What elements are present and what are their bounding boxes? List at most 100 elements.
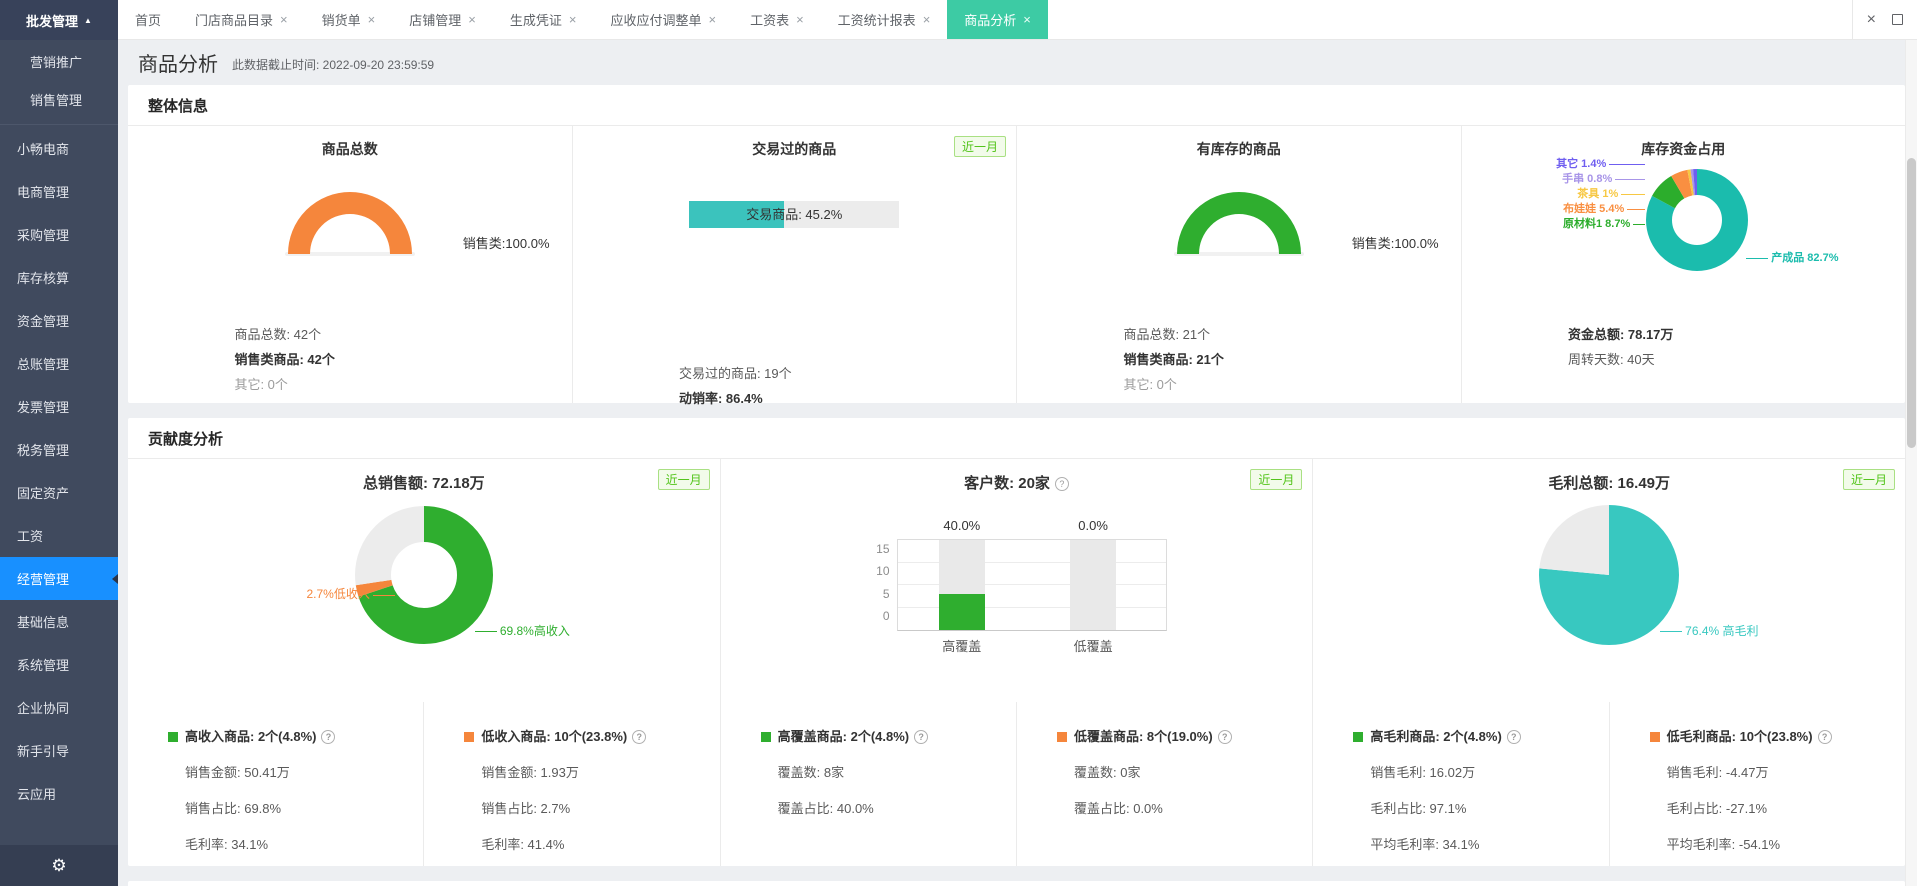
stat-column-低覆盖商品: 低覆盖商品: 8个(19.0%)? 覆盖数: 0家 覆盖占比: 0.0% [1015,702,1312,866]
help-icon[interactable]: ? [1817,730,1832,744]
tab-label: 生成凭证 [509,13,562,28]
bar-track [1070,540,1117,630]
sidebar-item-采购管理[interactable]: 采购管理 [17,228,70,243]
sidebar-item-电商管理[interactable]: 电商管理 [17,185,70,200]
section-title-liquidity: 流通性分析 [128,881,1905,886]
chart-label-callout: 产成品 82.7% [1743,249,1839,265]
help-icon[interactable]: ? [1054,477,1069,491]
stat-row: 商品总数: 21个 [1123,327,1211,342]
sidebar-item-系统管理[interactable]: 系统管理 [17,658,70,673]
sidebar-item-总账管理[interactable]: 总账管理 [17,357,70,372]
sidebar-item-资金管理[interactable]: 资金管理 [17,314,70,329]
tab-close-icon[interactable]: × [1023,12,1031,27]
tab-首页[interactable]: 首页 [118,0,178,39]
callout-text: 2.7%低收入 [306,587,370,602]
leader-line [474,631,497,633]
tab-close-icon[interactable]: × [922,12,931,27]
gauge-wrap [1017,162,1461,260]
tab-工资表[interactable]: 工资表 × [733,0,821,39]
gauge-series-label: 销售类:100.0% [1351,235,1439,251]
sidebar-item-库存核算[interactable]: 库存核算 [17,271,70,286]
legend-item: 高收入商品: 2个(4.8%)? [168,726,413,745]
tab-close-icon[interactable]: × [796,12,804,27]
sidebar-menu: 小畅电商电商管理采购管理库存核算资金管理总账管理发票管理税务管理固定资产工资经营… [0,127,118,845]
sidebar-item-基础信息[interactable]: 基础信息 [17,615,70,630]
panel-chart-area: 2.7%低收入 69.8%高收入 [128,495,720,700]
pie-chart [1539,505,1680,645]
stat-row: 毛利占比: 97.1% [1370,801,1467,816]
gear-icon: ⚙ [51,855,67,875]
sidebar-item-小畅电商[interactable]: 小畅电商 [17,142,70,157]
scrollbar[interactable] [1905,40,1917,886]
panel-title: 有库存的商品 [1196,141,1281,157]
chart-label-callout: 76.4% 高毛利 [1657,622,1759,639]
help-icon[interactable]: ? [1506,730,1521,744]
gridline [897,561,1166,563]
help-icon[interactable]: ? [1217,730,1232,744]
tab-门店商品目录[interactable]: 门店商品目录 × [178,0,305,39]
sidebar-submenu: 营销推广 销售管理 [0,40,118,120]
panel-stats: 商品总数: 42个 销售类商品: 42个 其它: 0个 [234,326,571,394]
sidebar-module-toggle[interactable]: 批发管理 ▲ [0,0,118,40]
donut-label-text: 茶具 1% [1577,188,1619,200]
tab-商品分析[interactable]: 商品分析 × [947,0,1048,39]
legend-label: 高收入商品: 2个(4.8%) [185,729,317,744]
sidebar-item-新手引导[interactable]: 新手引导 [17,744,70,759]
scrollbar-thumb[interactable] [1907,158,1916,448]
tab-应收应付调整单[interactable]: 应收应付调整单 × [593,0,733,39]
tab-bar: 首页 门店商品目录 × 销货单 × 店铺管理 × 生成凭证 × 应收应付调整单 × 工资表 × 工资统计报… [118,0,1917,40]
sidebar-settings-button[interactable]: ⚙ [0,845,118,886]
stat-row: 销售占比: 2.7% [481,801,571,816]
active-notch-icon [112,573,118,584]
sidebar-item-云应用[interactable]: 云应用 [17,787,57,802]
tab-close-icon[interactable]: × [468,12,476,27]
section-contribution: 贡献度分析 总销售额: 72.18万 近一月 2.7%低收入 69.8%高收入 客户数:… [128,418,1905,866]
sidebar-item-发票管理[interactable]: 发票管理 [17,400,70,415]
close-all-tabs-icon[interactable]: × [1866,10,1876,28]
bar-plot: 0 5 10 15 40.0% 高覆盖 0.0% 低覆盖 [876,518,1167,654]
bar-group-高覆盖: 40.0% 高覆盖 [938,518,985,654]
legend-square-icon [1056,732,1067,742]
bar [938,594,985,630]
panel-title-row: 客户数: 20家? 近一月 [721,459,1313,495]
period-badge: 近一月 [953,136,1006,157]
sidebar-item-税务管理[interactable]: 税务管理 [17,443,70,458]
stat-rows: 覆盖数: 8家 覆盖占比: 40.0% [761,762,1006,817]
sidebar-item-企业协同[interactable]: 企业协同 [17,701,70,716]
sidebar-item-工资[interactable]: 工资 [17,529,44,544]
help-icon[interactable]: ? [632,730,647,744]
donut-label-stack: 其它 1.4% 手串 0.8% 茶具 1% 布娃娃 5.4% 原材料1 8.7% [1556,157,1646,232]
stat-rows: 销售金额: 50.41万 销售占比: 69.8% 毛利率: 34.1% [168,762,413,853]
stat-rows: 销售毛利: -4.47万 毛利占比: -27.1% 平均毛利率: -54.1% [1650,762,1895,853]
tab-店铺管理[interactable]: 店铺管理 × [392,0,493,39]
donut-wrap [1462,162,1906,272]
tab-销货单[interactable]: 销货单 × [305,0,393,39]
tab-close-icon[interactable]: × [568,12,577,27]
fullscreen-icon[interactable] [1892,14,1903,25]
sidebar-subitem-营销推广[interactable]: 营销推广 [30,54,83,70]
tab-label: 销货单 [321,13,361,28]
y-tick-label: 15 [876,541,890,556]
section-title-contribution: 贡献度分析 [128,418,1905,459]
help-icon[interactable]: ? [321,730,336,744]
stat-row: 销售类商品: 21个 [1123,352,1224,367]
legend-label: 高毛利商品: 2个(4.8%) [1370,729,1502,744]
donut-label: 布娃娃 5.4% [1556,202,1646,217]
legend-label: 高覆盖商品: 2个(4.8%) [777,729,910,744]
tab-生成凭证[interactable]: 生成凭证 × [493,0,594,39]
chart-wrap [128,495,720,645]
stat-row: 覆盖数: 0家 [1073,765,1141,780]
panel-title-row: 有库存的商品 [1017,126,1461,162]
sidebar-subitem-销售管理[interactable]: 销售管理 [30,92,83,108]
sidebar-item-经营管理[interactable]: 经营管理 [0,557,118,600]
tab-close-icon[interactable]: × [708,12,717,27]
sidebar-item-固定资产[interactable]: 固定资产 [17,486,70,501]
tab-close-icon[interactable]: × [280,12,288,27]
stat-column-低收入商品: 低收入商品: 10个(23.8%)? 销售金额: 1.93万 销售占比: 2.7% 毛… [423,702,719,866]
tab-工资统计报表[interactable]: 工资统计报表 × [821,0,948,39]
stat-row: 周转天数: 40天 [1567,352,1655,367]
help-icon[interactable]: ? [914,730,929,744]
leader-line [1609,163,1646,165]
stat-row: 交易过的商品: 19个 [678,366,792,381]
tab-close-icon[interactable]: × [367,12,376,27]
